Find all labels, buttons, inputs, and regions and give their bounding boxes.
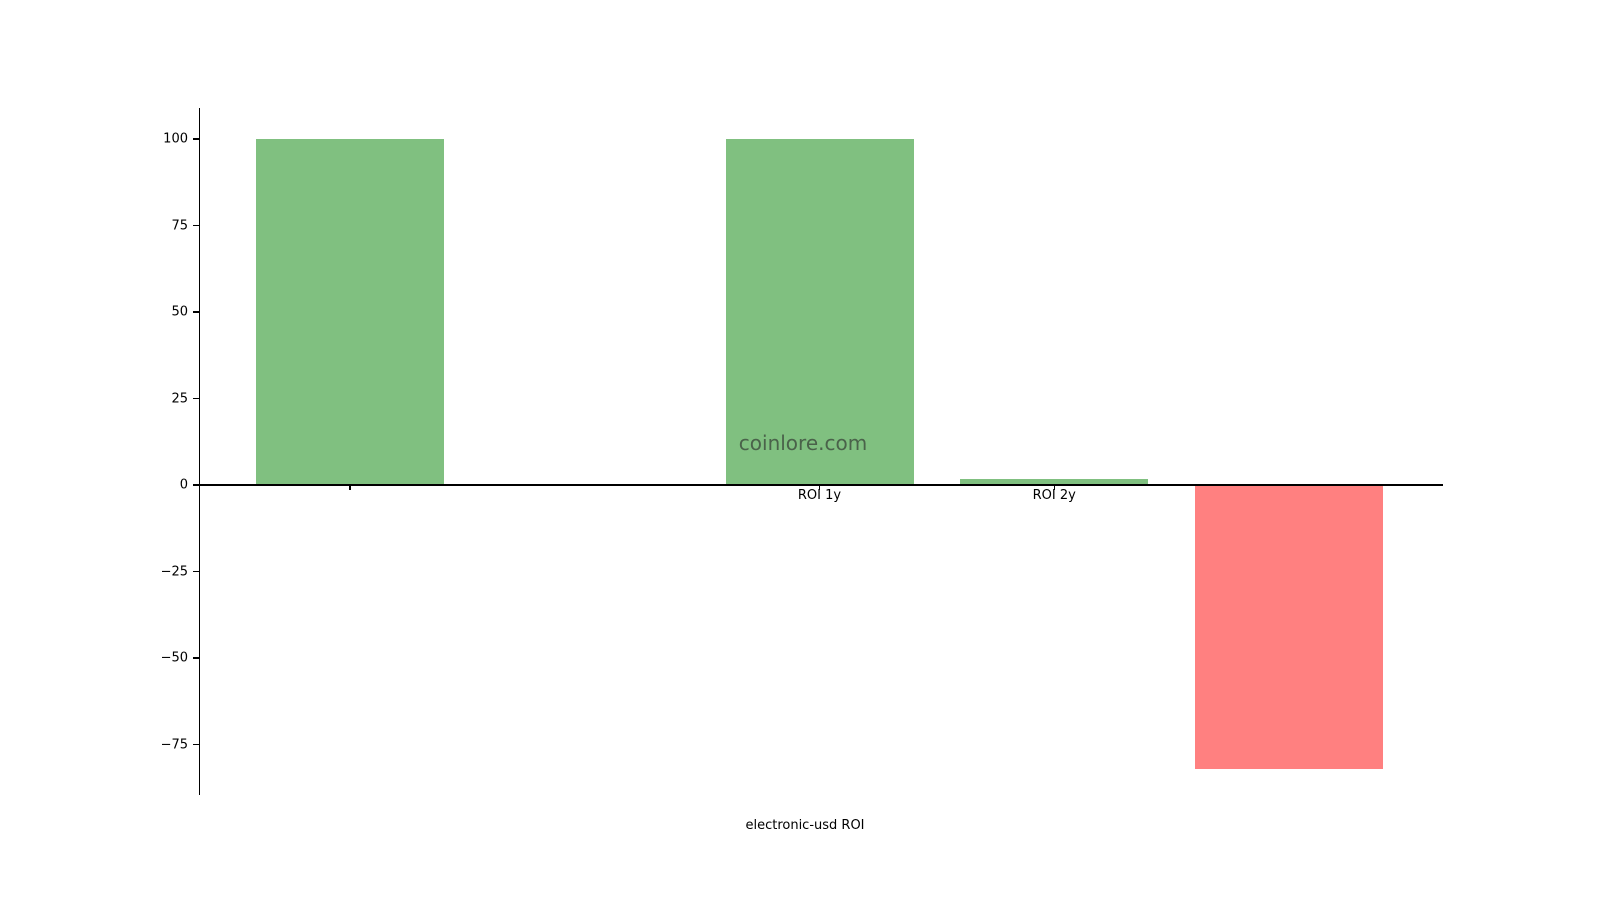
x-tick-mark	[349, 484, 351, 490]
y-tick-mark	[193, 311, 199, 313]
x-tick-mark	[1053, 484, 1055, 490]
y-axis-spine	[198, 108, 200, 795]
bar-roi-2y	[960, 479, 1149, 485]
watermark-text: coinlore.com	[738, 431, 868, 455]
y-tick-label: −75	[160, 737, 188, 752]
y-tick-label: 25	[171, 391, 188, 406]
y-tick-mark	[193, 138, 199, 140]
y-tick-mark	[193, 397, 199, 400]
y-tick-label: 0	[179, 477, 188, 493]
y-tick-label: −25	[160, 564, 188, 579]
x-axis-spine	[198, 484, 1443, 486]
y-tick-mark	[193, 484, 199, 486]
x-tick-label: ROI 2y	[1032, 488, 1076, 503]
x-tick-mark	[818, 484, 821, 490]
y-tick-label: 75	[171, 218, 188, 233]
y-tick-mark	[193, 743, 199, 746]
chart-title: electronic-usd ROI	[745, 818, 865, 833]
x-tick-label: ROI 1y	[797, 488, 842, 503]
y-tick-label: 50	[171, 304, 188, 320]
y-tick-mark	[193, 657, 199, 659]
y-tick-label: 100	[163, 131, 188, 147]
bar-slot-0	[256, 139, 444, 485]
y-tick-mark	[193, 224, 199, 227]
y-tick-label: −50	[160, 650, 188, 666]
bar-roi-1y	[725, 139, 914, 485]
y-tick-mark	[193, 570, 199, 573]
bar-slot-4	[1195, 485, 1383, 769]
